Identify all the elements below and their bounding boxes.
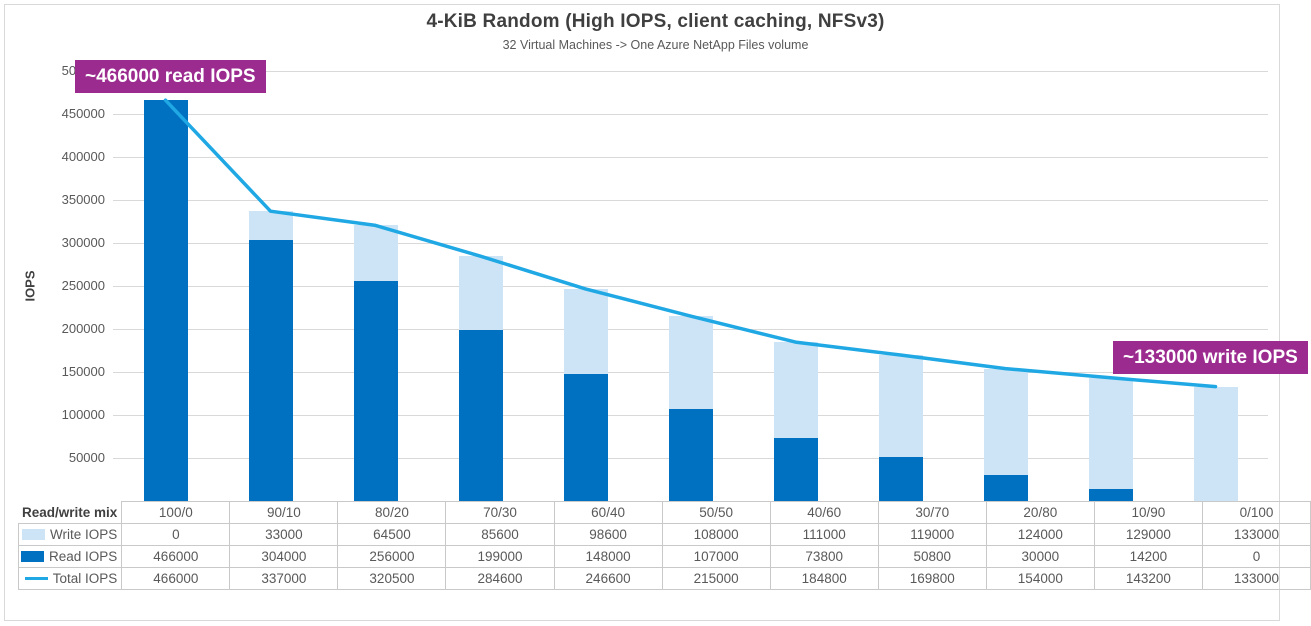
value-read-iops-0-100: 0 [1201, 545, 1311, 568]
write-iops-callout: ~133000 write IOPS [1113, 341, 1308, 374]
bar-segment-read-20-80 [983, 475, 1028, 501]
value-total-iops-70-30: 284600 [445, 567, 555, 590]
grid-line [113, 243, 1268, 244]
category-label-60-40: 60/40 [553, 501, 663, 524]
legend-label-write-iops: Write IOPS [17, 523, 123, 546]
chart-subtitle: 32 Virtual Machines -> One Azure NetApp … [502, 38, 809, 52]
bar-segment-read-40-60 [773, 437, 818, 501]
value-write-iops-80-20: 64500 [337, 523, 447, 546]
value-total-iops-100-0: 466000 [121, 567, 231, 590]
y-tick-label: 100000 [61, 407, 105, 422]
grid-line [113, 200, 1268, 201]
bar-segment-read-70-30 [458, 329, 503, 501]
bar-segment-write-80-20 [353, 225, 398, 281]
chart-title: 4-KiB Random (High IOPS, client caching,… [426, 11, 885, 32]
category-label-100-0: 100/0 [121, 501, 231, 524]
bar-segment-read-80-20 [353, 280, 398, 501]
value-total-iops-30-70: 169800 [877, 567, 987, 590]
bar-segment-read-60-40 [563, 373, 608, 501]
bar-segment-read-100-0 [143, 100, 188, 501]
bar-segment-write-40-60 [773, 342, 818, 438]
y-tick-label: 450000 [61, 106, 105, 121]
category-label-70-30: 70/30 [445, 501, 555, 524]
grid-line [113, 286, 1268, 287]
value-write-iops-10-90: 129000 [1093, 523, 1203, 546]
value-total-iops-40-60: 184800 [769, 567, 879, 590]
value-total-iops-90-10: 337000 [229, 567, 339, 590]
value-write-iops-70-30: 85600 [445, 523, 555, 546]
bar-segment-write-70-30 [458, 256, 503, 330]
category-label-90-10: 90/10 [229, 501, 339, 524]
legend-label-total-iops: Total IOPS [17, 567, 123, 590]
value-total-iops-20-80: 154000 [985, 567, 1095, 590]
grid-line [113, 71, 1268, 72]
value-total-iops-10-90: 143200 [1093, 567, 1203, 590]
table-header-row: Read/write mix 100/0 90/10 80/20 70/30 60/40 5… [18, 501, 1311, 524]
y-tick-label: 400000 [61, 149, 105, 164]
value-read-iops-50-50: 107000 [661, 545, 771, 568]
table-row-read-iops: Read IOPS 466000 304000 256000 199000 148000 1… [17, 545, 1311, 568]
value-total-iops-60-40: 246600 [553, 567, 663, 590]
value-write-iops-0-100: 133000 [1201, 523, 1311, 546]
y-tick-label: 300000 [61, 235, 105, 250]
bar-segment-write-0-100 [1193, 386, 1238, 501]
value-write-iops-20-80: 124000 [985, 523, 1095, 546]
category-label-40-60: 40/60 [769, 501, 879, 524]
y-tick-label: 200000 [61, 321, 105, 336]
legend-swatch-total-iops [24, 576, 48, 580]
bar-segment-write-60-40 [563, 288, 608, 374]
legend-swatch-read-iops [21, 550, 44, 562]
category-label-0-100: 0/100 [1201, 501, 1311, 524]
category-label-30-70: 30/70 [877, 501, 987, 524]
value-read-iops-10-90: 14200 [1093, 545, 1203, 568]
category-axis-header: Read/write mix [18, 501, 123, 524]
legend-label-read-iops: Read IOPS [17, 545, 123, 568]
value-write-iops-30-70: 119000 [877, 523, 987, 546]
table-row-total-iops: Total IOPS 466000 337000 320500 284600 246600… [17, 567, 1311, 590]
value-read-iops-40-60: 73800 [769, 545, 879, 568]
total-iops-line [163, 98, 1218, 389]
value-total-iops-50-50: 215000 [661, 567, 771, 590]
bar-segment-write-90-10 [248, 211, 293, 240]
value-write-iops-40-60: 111000 [769, 523, 879, 546]
table-row-write-iops: Write IOPS 0 33000 64500 85600 98600 108000 111… [17, 523, 1311, 546]
value-total-iops-80-20: 320500 [337, 567, 447, 590]
bar-segment-read-90-10 [248, 239, 293, 501]
bar-segment-read-30-70 [878, 457, 923, 501]
value-write-iops-50-50: 108000 [661, 523, 771, 546]
value-write-iops-90-10: 33000 [229, 523, 339, 546]
bar-segment-write-20-80 [983, 368, 1028, 476]
legend-swatch-write-iops [22, 528, 46, 540]
category-label-80-20: 80/20 [337, 501, 447, 524]
value-read-iops-70-30: 199000 [445, 545, 555, 568]
category-label-50-50: 50/50 [661, 501, 771, 524]
value-write-iops-60-40: 98600 [553, 523, 663, 546]
grid-line [113, 157, 1268, 158]
value-read-iops-90-10: 304000 [229, 545, 339, 568]
y-tick-label: 150000 [61, 364, 105, 379]
read-iops-callout: ~466000 read IOPS [75, 60, 266, 93]
bar-segment-write-30-70 [878, 354, 923, 458]
bar-segment-read-50-50 [668, 408, 713, 501]
y-tick-label: 50000 [68, 450, 105, 465]
grid-line [113, 114, 1268, 115]
value-total-iops-0-100: 133000 [1201, 567, 1311, 590]
chart-data-table: Read/write mix 100/0 90/10 80/20 70/30 60/40 5… [17, 501, 1311, 590]
bar-segment-write-50-50 [668, 316, 713, 409]
value-read-iops-100-0: 466000 [121, 545, 231, 568]
bar-segment-write-10-90 [1088, 377, 1133, 489]
value-write-iops-100-0: 0 [121, 523, 231, 546]
value-read-iops-80-20: 256000 [337, 545, 447, 568]
total-iops-polyline [163, 98, 1218, 389]
value-read-iops-60-40: 148000 [553, 545, 663, 568]
bar-segment-read-10-90 [1088, 488, 1133, 501]
value-read-iops-20-80: 30000 [985, 545, 1095, 568]
plot-area [113, 71, 1268, 501]
y-tick-label: 250000 [61, 278, 105, 293]
category-label-10-90: 10/90 [1093, 501, 1203, 524]
value-read-iops-30-70: 50800 [877, 545, 987, 568]
y-tick-label: 350000 [61, 192, 105, 207]
category-label-20-80: 20/80 [985, 501, 1095, 524]
